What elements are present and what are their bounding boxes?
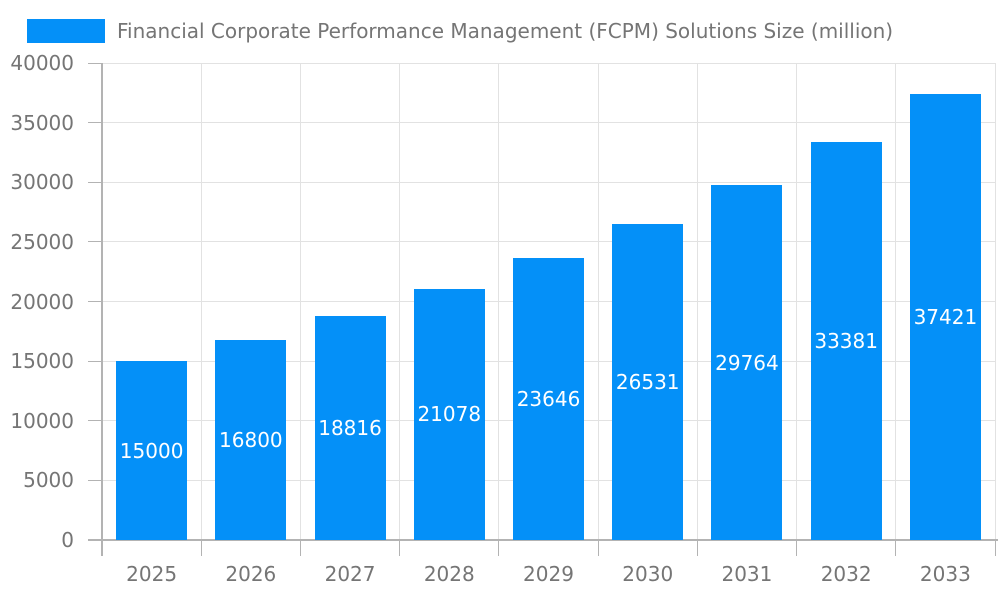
- bar-2032: [810, 141, 882, 540]
- x-gridline: [796, 63, 798, 540]
- x-axis-line: [88, 539, 998, 541]
- y-axis-label: 25000: [10, 229, 74, 254]
- y-gridline: [102, 122, 995, 124]
- y-gridline: [102, 181, 995, 183]
- x-axis-label: 2027: [324, 562, 376, 586]
- x-axis-tick: [399, 540, 401, 556]
- bar-value-label: 18816: [318, 415, 382, 440]
- x-axis-label: 2026: [225, 562, 277, 586]
- bar-2029: [513, 258, 584, 540]
- bar-value-label: 33381: [814, 328, 878, 353]
- x-gridline: [994, 63, 996, 540]
- x-gridline: [498, 63, 500, 540]
- x-gridline: [399, 63, 401, 540]
- bar-2026: [215, 339, 287, 540]
- x-axis-tick: [696, 540, 698, 556]
- legend-swatch: [27, 19, 105, 43]
- x-axis-label: 2030: [622, 562, 674, 586]
- y-axis-tick: [88, 360, 102, 362]
- bar-value-label: 15000: [119, 438, 184, 463]
- bar-value-label: 26531: [615, 369, 680, 394]
- bar-2025: [116, 361, 188, 540]
- x-axis-label: 2031: [721, 562, 773, 586]
- bar-2030: [612, 223, 684, 540]
- y-axis-label: 15000: [10, 349, 74, 374]
- y-axis-tick: [88, 241, 102, 243]
- x-gridline: [299, 63, 301, 540]
- y-axis-label: 30000: [10, 170, 74, 195]
- x-gridline: [895, 63, 897, 540]
- y-axis-tick: [88, 181, 102, 183]
- y-axis-label: 20000: [10, 289, 74, 314]
- y-axis-label: 35000: [10, 110, 74, 135]
- y-axis-label: 40000: [10, 51, 74, 75]
- bar-2028: [413, 288, 485, 540]
- x-axis-label: 2033: [919, 562, 971, 586]
- y-axis-line: [101, 63, 103, 556]
- x-gridline: [200, 63, 202, 540]
- y-axis-tick: [88, 122, 102, 124]
- x-axis-tick: [895, 540, 897, 556]
- legend-label: Financial Corporate Performance Manageme…: [117, 19, 894, 43]
- x-axis-tick: [994, 540, 996, 556]
- y-gridline: [102, 62, 995, 64]
- y-axis-tick: [88, 479, 102, 481]
- x-axis-label: 2029: [523, 562, 574, 586]
- bar-value-label: 37421: [913, 304, 978, 329]
- y-axis-tick: [88, 301, 102, 302]
- x-axis-tick: [299, 540, 301, 556]
- y-axis-tick: [88, 420, 102, 422]
- y-axis-tick: [88, 62, 102, 64]
- y-axis-label: 0: [61, 528, 74, 552]
- y-axis-label: 10000: [10, 408, 74, 433]
- x-axis-tick: [796, 540, 798, 556]
- x-axis-label: 2028: [423, 562, 475, 586]
- bar-2031: [711, 185, 783, 540]
- bar-value-label: 21078: [417, 402, 482, 427]
- x-gridline: [696, 63, 698, 540]
- x-axis-tick: [597, 540, 599, 556]
- y-axis-label: 5000: [23, 468, 74, 493]
- bar-value-label: 29764: [715, 350, 779, 375]
- x-gridline: [597, 63, 599, 540]
- y-gridline: [102, 241, 995, 243]
- bar-value-label: 23646: [516, 387, 581, 411]
- x-axis-label: 2025: [126, 562, 178, 586]
- x-axis-label: 2032: [820, 562, 872, 586]
- bar-2033: [909, 93, 981, 540]
- bar-2027: [314, 315, 386, 540]
- x-axis-tick: [200, 540, 202, 556]
- bar-value-label: 16800: [219, 427, 283, 452]
- legend: Financial Corporate Performance Manageme…: [27, 19, 893, 43]
- x-axis-tick: [498, 540, 500, 556]
